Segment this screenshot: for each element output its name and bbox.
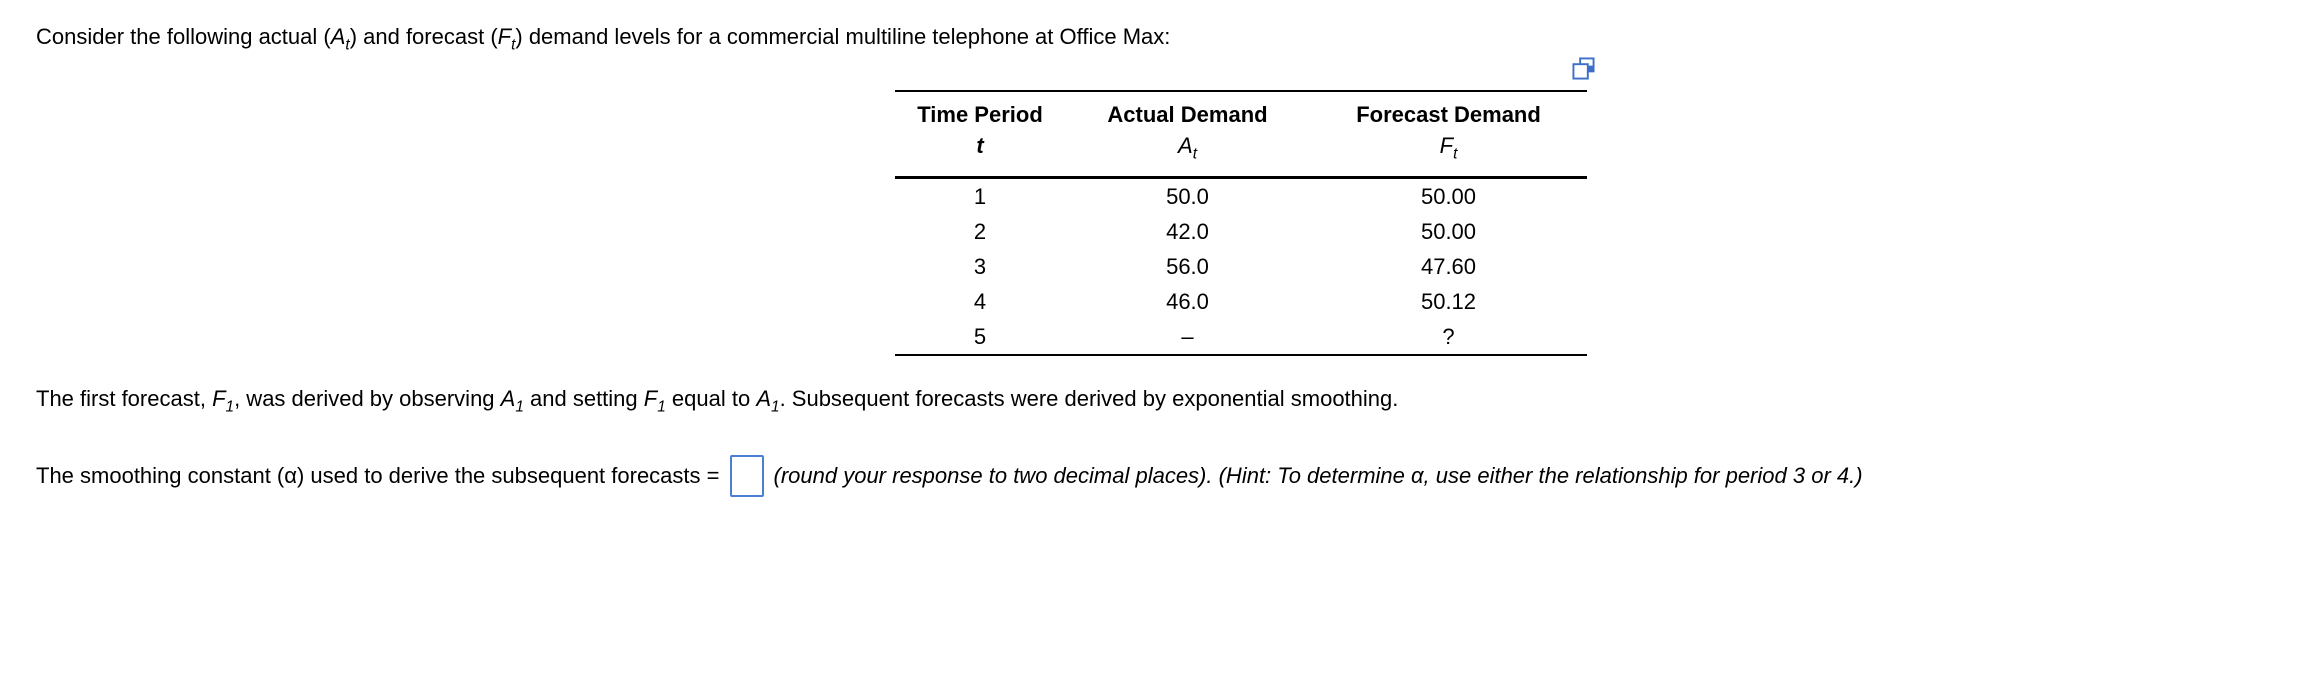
cell-forecast-demand: 50.00 <box>1420 184 1477 210</box>
var-A1: A <box>500 386 516 411</box>
var-subscript: t <box>345 36 350 54</box>
column-title: Forecast Demand <box>1356 102 1541 127</box>
var-actual-demand: A <box>330 24 346 49</box>
var-subscript: 1 <box>225 398 235 416</box>
var-subscript: 1 <box>657 398 666 416</box>
text-fragment: Consider the following actual ( <box>36 24 331 49</box>
var-subscript: 1 <box>771 398 780 416</box>
table-row: 4 46.0 50.12 <box>895 284 1587 319</box>
cell-time-period: 5 <box>973 324 987 350</box>
text-fragment: ) demand levels for a commercial multili… <box>515 24 1171 49</box>
column-title: Time Period <box>917 102 1043 127</box>
demand-table-container: Time Period t Actual Demand At Forecast … <box>895 57 1595 357</box>
cell-actual-demand: 56.0 <box>1166 254 1209 280</box>
column-header-time-period: Time Period t <box>895 91 1065 178</box>
answer-instructions: (round your response to two decimal plac… <box>773 463 1863 488</box>
cell-forecast-demand: 50.12 <box>1420 289 1477 315</box>
cell-actual-demand: 50.0 <box>1166 184 1209 210</box>
smoothing-constant-question: The smoothing constant (α) used to deriv… <box>36 452 1863 500</box>
table-row: 1 50.0 50.00 <box>895 178 1587 215</box>
var-A1: A <box>756 386 771 411</box>
cell-time-period: 2 <box>973 219 987 245</box>
cell-time-period: 4 <box>973 289 987 315</box>
cell-time-period: 3 <box>973 254 987 280</box>
column-variable: Ft <box>1439 133 1458 163</box>
popup-table-icon[interactable] <box>1572 57 1595 80</box>
answer-input[interactable] <box>729 455 764 497</box>
text-fragment: and setting <box>523 386 644 411</box>
cell-actual-demand: – <box>1181 324 1194 350</box>
column-header-forecast-demand: Forecast Demand Ft <box>1310 91 1587 178</box>
cell-actual-demand: 42.0 <box>1166 219 1209 245</box>
question-intro: Consider the following actual (At) and f… <box>36 22 1170 60</box>
cell-actual-demand: 46.0 <box>1166 289 1209 315</box>
cell-forecast-demand: 47.60 <box>1420 254 1477 280</box>
text-fragment: ) and forecast ( <box>349 24 498 49</box>
forecast-explanation: The first forecast, F1, was derived by o… <box>36 384 1398 422</box>
text-fragment: , was derived by observing <box>234 386 501 411</box>
answer-prompt-text: The smoothing constant (α) used to deriv… <box>36 463 720 488</box>
cell-time-period: 1 <box>973 184 987 210</box>
demand-table: Time Period t Actual Demand At Forecast … <box>895 90 1587 357</box>
text-fragment: . Subsequent forecasts were derived by e… <box>779 386 1399 411</box>
column-variable: t <box>976 133 984 158</box>
table-row: 5 – ? <box>895 319 1587 355</box>
cell-forecast-demand: ? <box>1442 324 1455 350</box>
table-header-row: Time Period t Actual Demand At Forecast … <box>895 91 1587 178</box>
column-header-actual-demand: Actual Demand At <box>1065 91 1310 178</box>
column-variable: At <box>1178 133 1197 163</box>
column-title: Actual Demand <box>1107 102 1268 127</box>
var-subscript: t <box>511 36 516 54</box>
table-row: 3 56.0 47.60 <box>895 249 1587 284</box>
var-forecast-demand: F <box>497 24 512 49</box>
text-fragment: The first forecast, <box>36 386 213 411</box>
cell-forecast-demand: 50.00 <box>1420 219 1477 245</box>
var-F1: F <box>212 386 226 411</box>
var-F1: F <box>643 386 658 411</box>
text-fragment: equal to <box>665 386 757 411</box>
table-row: 2 42.0 50.00 <box>895 214 1587 249</box>
var-subscript: 1 <box>515 398 524 416</box>
